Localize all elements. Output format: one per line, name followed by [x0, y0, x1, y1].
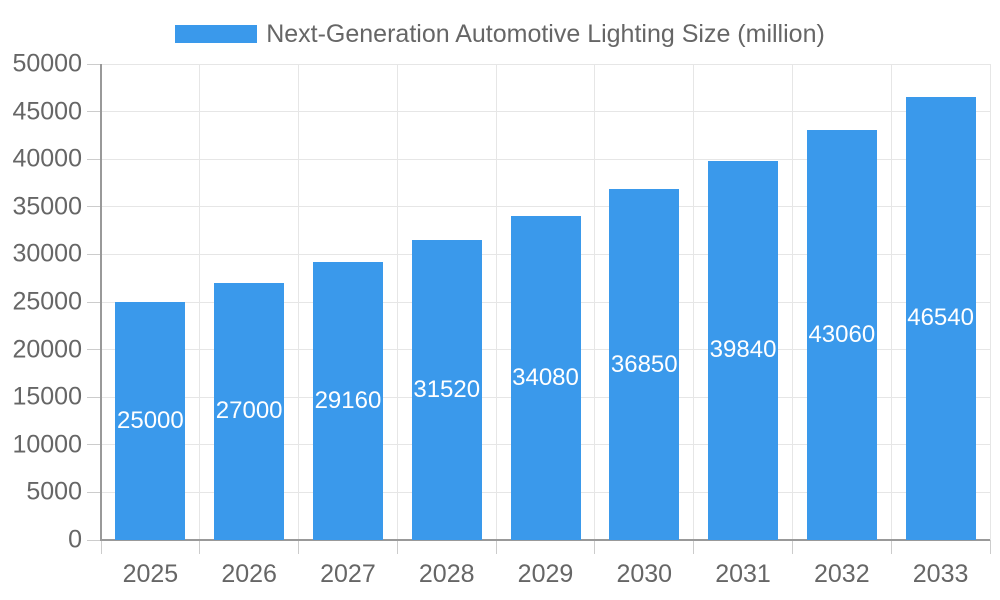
bar-value-label: 29160 [314, 387, 382, 415]
bar-2027[interactable]: 29160 [312, 262, 383, 540]
x-axis-tick-label: 2029 [517, 560, 574, 588]
y-axis-tick-label: 20000 [12, 335, 82, 364]
bar-value-label: 43060 [808, 321, 876, 349]
x-gridline [791, 64, 793, 540]
y-axis-tick-label: 50000 [12, 49, 82, 78]
x-axis-tick-label: 2026 [221, 560, 277, 588]
x-axis-tick [693, 540, 695, 554]
y-axis-tick [87, 301, 101, 303]
bar-value-label: 39840 [709, 336, 777, 364]
x-axis-tick [495, 540, 497, 554]
bar-2033[interactable]: 46540 [905, 96, 976, 540]
legend-label: Next-Generation Automotive Lighting Size… [266, 19, 825, 48]
x-gridline [199, 64, 201, 540]
x-axis-tick-label: 2027 [320, 560, 376, 588]
y-axis-tick-label: 10000 [12, 430, 82, 459]
y-axis-tick [87, 111, 101, 113]
y-axis-tick [87, 253, 101, 255]
y-axis-tick-label: 15000 [12, 382, 82, 411]
x-axis-tick [396, 540, 398, 554]
bar-value-label: 46540 [907, 304, 974, 332]
x-axis-tick [989, 540, 991, 554]
x-gridline [298, 64, 300, 540]
bar-value-label: 25000 [117, 407, 184, 434]
y-axis-tick-label: 0 [68, 525, 82, 554]
bar-value-label: 27000 [215, 397, 283, 425]
y-axis-tick [87, 158, 101, 160]
bar-2031[interactable]: 39840 [708, 160, 779, 540]
x-gridline [890, 64, 892, 540]
y-gridline [101, 111, 990, 113]
x-gridline [495, 64, 497, 540]
x-axis-tick [890, 540, 892, 554]
x-axis-tick-label: 2025 [122, 560, 179, 588]
bar-2028[interactable]: 31520 [411, 239, 482, 540]
y-axis-tick [87, 349, 101, 351]
x-axis-tick [199, 540, 201, 554]
bar-value-label: 31520 [413, 375, 481, 403]
y-axis-tick [87, 444, 101, 446]
x-axis-tick-label: 2030 [616, 560, 673, 588]
legend-item[interactable]: Next-Generation Automotive Lighting Size… [0, 16, 1000, 52]
y-axis-tick [87, 539, 101, 541]
y-axis-tick-label: 25000 [12, 287, 82, 316]
bar-2025[interactable]: 25000 [115, 302, 186, 540]
y-axis-tick [87, 396, 101, 398]
x-axis-tick-label: 2033 [912, 560, 969, 588]
y-gridline [101, 63, 990, 65]
bar-2026[interactable]: 27000 [214, 282, 285, 540]
bar-value-label: 34080 [512, 363, 579, 391]
y-gridline [101, 206, 990, 208]
y-axis-tick-label: 5000 [26, 477, 82, 506]
y-axis-tick [87, 491, 101, 493]
bar-2032[interactable]: 43060 [806, 130, 877, 540]
y-axis-tick [87, 63, 101, 65]
y-gridline [101, 158, 990, 160]
bar-2029[interactable]: 34080 [510, 215, 581, 540]
x-gridline [989, 64, 991, 540]
bar-value-label: 36850 [610, 350, 678, 378]
bar-2030[interactable]: 36850 [609, 189, 680, 540]
y-axis-tick-label: 30000 [12, 239, 82, 268]
y-axis-tick-label: 45000 [12, 97, 82, 126]
x-axis-tick [298, 540, 300, 554]
x-axis-line [100, 539, 990, 541]
x-gridline [693, 64, 695, 540]
x-gridline [396, 64, 398, 540]
x-axis-tick [791, 540, 793, 554]
x-axis-tick-label: 2028 [418, 560, 475, 588]
legend-swatch [175, 25, 258, 43]
x-axis-tick-label: 2031 [715, 560, 771, 588]
x-axis-tick-label: 2032 [814, 560, 870, 588]
y-axis-tick [87, 206, 101, 208]
y-axis-tick-label: 35000 [12, 192, 82, 221]
y-axis-tick-label: 40000 [12, 144, 82, 173]
y-axis-line [100, 64, 102, 541]
x-axis-tick [594, 540, 596, 554]
x-axis-tick [100, 540, 102, 554]
x-gridline [594, 64, 596, 540]
